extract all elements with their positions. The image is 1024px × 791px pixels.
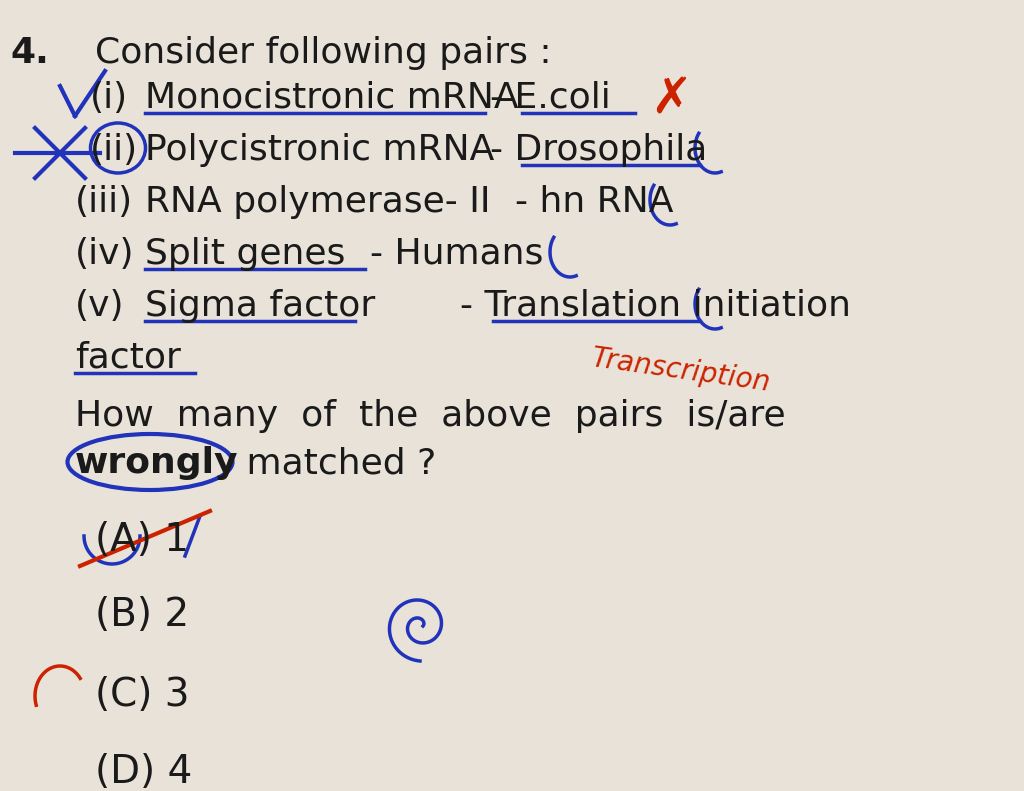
Text: Monocistronic mRNA: Monocistronic mRNA (145, 81, 518, 115)
Text: (v): (v) (75, 289, 125, 323)
Text: factor: factor (75, 341, 181, 375)
Text: (D) 4: (D) 4 (95, 753, 193, 791)
Text: ✗: ✗ (650, 76, 692, 124)
Text: - E.coli: - E.coli (490, 81, 610, 115)
Text: - Translation initiation: - Translation initiation (460, 289, 851, 323)
Text: Consider following pairs :: Consider following pairs : (95, 36, 552, 70)
Text: - Humans: - Humans (370, 237, 544, 271)
Text: wrongly: wrongly (75, 446, 239, 480)
Text: 4.: 4. (10, 36, 49, 70)
Text: (iii): (iii) (75, 185, 133, 219)
Text: (B) 2: (B) 2 (95, 596, 189, 634)
Text: (A) 1: (A) 1 (95, 521, 189, 559)
Text: - Drosophila: - Drosophila (490, 133, 708, 167)
Text: (ii): (ii) (90, 133, 138, 167)
Text: Transcription: Transcription (590, 344, 773, 397)
Text: matched ?: matched ? (234, 446, 436, 480)
Text: (C) 3: (C) 3 (95, 676, 189, 714)
Text: - hn RNA: - hn RNA (515, 185, 674, 219)
Text: Split genes: Split genes (145, 237, 345, 271)
Text: (iv): (iv) (75, 237, 134, 271)
Text: Sigma factor: Sigma factor (145, 289, 375, 323)
Text: Polycistronic mRNA: Polycistronic mRNA (145, 133, 495, 167)
Text: How  many  of  the  above  pairs  is/are: How many of the above pairs is/are (75, 399, 785, 433)
Text: (i): (i) (90, 81, 128, 115)
Text: RNA polymerase- II: RNA polymerase- II (145, 185, 490, 219)
